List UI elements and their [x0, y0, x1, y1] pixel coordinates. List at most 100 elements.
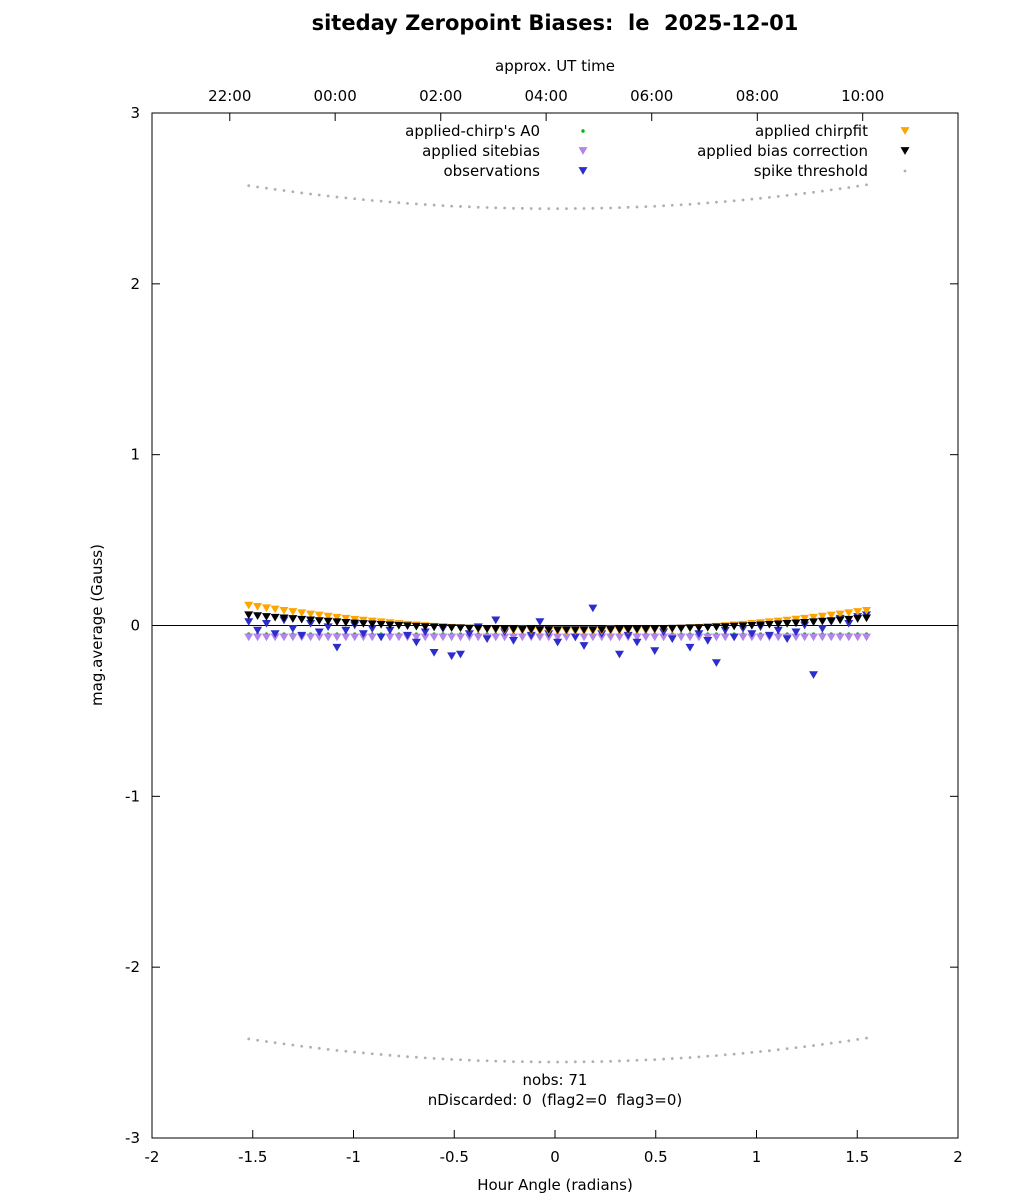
- spike-lower-point: [785, 1047, 789, 1051]
- bias-point: [279, 614, 289, 623]
- spike-upper-point: [847, 186, 851, 189]
- sitebias-point: [438, 633, 448, 642]
- spike-upper-point: [503, 206, 507, 210]
- top-tick-label: 00:00: [314, 87, 357, 105]
- sitebias-point: [738, 633, 748, 642]
- sitebias-point: [411, 633, 421, 642]
- sitebias-point: [491, 633, 501, 642]
- chirpfit-point: [288, 608, 298, 616]
- spike-lower-point: [635, 1058, 639, 1062]
- bias-point: [561, 626, 571, 634]
- sitebias-point: [517, 633, 527, 642]
- spike-lower-point: [397, 1054, 401, 1058]
- sitebias-point: [588, 633, 598, 642]
- spike-lower-point: [494, 1059, 498, 1063]
- spike-lower-point: [414, 1055, 418, 1059]
- y-tick-label: -3: [125, 1129, 140, 1147]
- spike-lower-point: [547, 1060, 551, 1064]
- bias-point: [632, 625, 642, 634]
- observations-point: [341, 626, 351, 635]
- spike-lower-point: [317, 1046, 321, 1050]
- bias-point: [544, 626, 554, 634]
- y-tick-label: -2: [125, 958, 140, 976]
- bias-point: [791, 619, 801, 628]
- sitebias-point: [394, 633, 404, 642]
- bias-point: [526, 625, 536, 634]
- spike-lower-point: [538, 1060, 542, 1064]
- bias-point: [323, 617, 333, 626]
- spike-upper-point: [441, 204, 445, 207]
- bias-point: [376, 620, 386, 629]
- observations-point: [694, 630, 704, 638]
- spike-upper-point: [282, 189, 286, 192]
- x-tick-label: -0.5: [440, 1148, 469, 1166]
- top-tick-label: 08:00: [736, 87, 779, 105]
- spike-lower-point: [662, 1057, 666, 1061]
- spike-lower-point: [653, 1058, 657, 1061]
- legend-label-a0: applied-chirp's A0: [405, 122, 540, 140]
- spike-lower-point: [326, 1047, 330, 1051]
- bias-point: [606, 626, 616, 634]
- legend-marker-spike-upper: [903, 169, 907, 173]
- sitebias-point: [853, 633, 863, 642]
- spike-upper-point: [309, 192, 312, 196]
- sitebias-point: [535, 633, 545, 642]
- sitebias-point: [720, 633, 730, 642]
- bias-point: [500, 625, 510, 634]
- bias-point: [508, 625, 518, 634]
- spike-upper-point: [635, 205, 639, 209]
- bias-point: [703, 623, 713, 632]
- spike-lower-point: [432, 1056, 436, 1060]
- sitebias-point: [350, 633, 360, 642]
- observations-point: [685, 643, 695, 652]
- spike-lower-point: [379, 1053, 383, 1056]
- observations-point: [244, 618, 254, 626]
- y-tick-label: 3: [130, 104, 140, 122]
- spike-upper-point: [344, 196, 348, 200]
- spike-lower-point: [467, 1058, 471, 1062]
- observations-point: [253, 626, 263, 635]
- bias-point: [738, 622, 748, 631]
- bias-point: [782, 619, 792, 628]
- sitebias-point: [561, 633, 571, 642]
- observations-point: [623, 631, 633, 640]
- spike-lower-point: [529, 1060, 533, 1064]
- chirpfit-point: [253, 603, 263, 611]
- observations-point: [288, 625, 298, 633]
- y-axis-title: mag.average (Gauss): [88, 544, 106, 706]
- observations-point: [535, 618, 545, 626]
- observations-point: [526, 631, 536, 640]
- spike-lower-point: [600, 1060, 604, 1063]
- spike-lower-point: [573, 1060, 577, 1064]
- spike-lower-point: [767, 1049, 771, 1053]
- spike-lower-point: [847, 1039, 851, 1043]
- bias-point: [314, 617, 324, 625]
- top-tick-label: 04:00: [525, 87, 568, 105]
- spike-upper-point: [750, 197, 754, 201]
- sitebias-point: [473, 633, 483, 642]
- spike-upper-point: [829, 188, 833, 192]
- spike-upper-point: [512, 206, 515, 210]
- spike-lower-point: [820, 1042, 824, 1046]
- bias-point: [597, 626, 607, 634]
- observations-point: [491, 616, 501, 625]
- sitebias-point: [279, 633, 289, 642]
- spike-upper-point: [520, 206, 524, 210]
- bias-point: [835, 616, 845, 625]
- spike-lower-point: [741, 1051, 745, 1055]
- spike-lower-point: [273, 1041, 277, 1045]
- sitebias-point: [447, 633, 457, 642]
- sitebias-point: [332, 633, 342, 642]
- chart-title: siteday Zeropoint Biases: le 2025-12-01: [311, 11, 799, 35]
- observations-point: [817, 625, 827, 633]
- bias-point: [809, 618, 819, 627]
- spike-upper-point: [582, 207, 586, 210]
- spike-lower-point: [697, 1055, 701, 1059]
- spike-upper-point: [644, 205, 648, 209]
- spike-upper-point: [335, 195, 339, 199]
- bias-point: [685, 624, 695, 633]
- bias-point: [306, 616, 316, 625]
- spike-upper-point: [547, 207, 551, 211]
- bias-point: [491, 625, 501, 634]
